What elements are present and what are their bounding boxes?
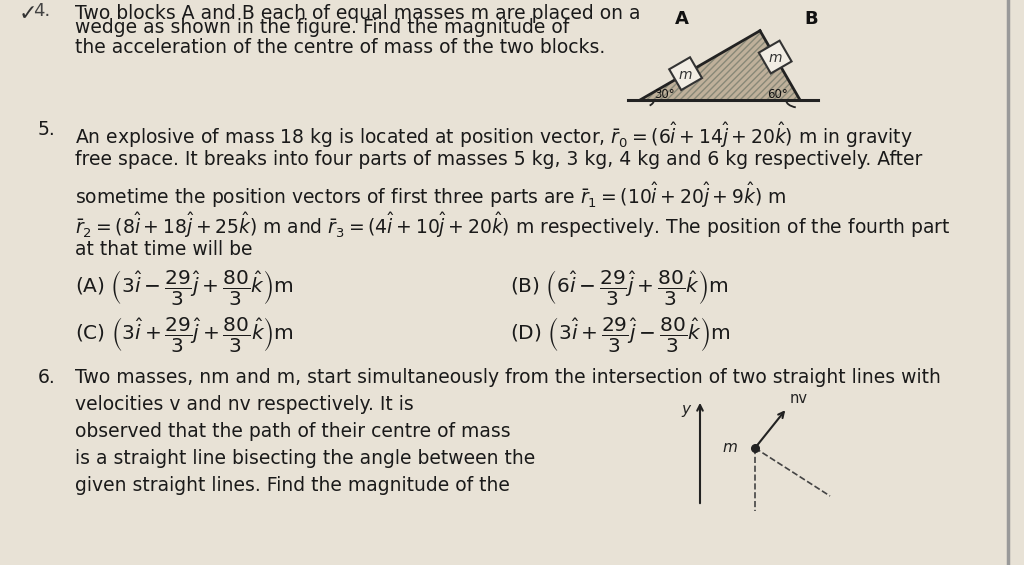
Text: free space. It breaks into four parts of masses 5 kg, 3 kg, 4 kg and 6 kg respec: free space. It breaks into four parts of… xyxy=(75,150,923,169)
Text: B: B xyxy=(804,10,817,28)
Text: 60°: 60° xyxy=(767,88,787,101)
Polygon shape xyxy=(670,57,702,90)
Text: m: m xyxy=(768,51,782,65)
Text: m: m xyxy=(722,441,737,455)
Text: $\checkmark$: $\checkmark$ xyxy=(18,2,35,22)
Text: (A) $\left(3\hat{i}-\dfrac{29}{3}\hat{j}+\dfrac{80}{3}\hat{k}\right)$m: (A) $\left(3\hat{i}-\dfrac{29}{3}\hat{j}… xyxy=(75,268,294,307)
Text: the acceleration of the centre of mass of the two blocks.: the acceleration of the centre of mass o… xyxy=(75,38,605,57)
Text: 4.: 4. xyxy=(33,2,50,20)
Text: wedge as shown in the figure. Find the magnitude of: wedge as shown in the figure. Find the m… xyxy=(75,18,569,37)
Text: A: A xyxy=(675,10,688,28)
Text: 5.: 5. xyxy=(38,120,55,139)
Text: at that time will be: at that time will be xyxy=(75,240,253,259)
Text: $\bar{r}_2=(8\hat{i}+18\hat{j}+25\hat{k})$ m and $\bar{r}_3=(4\hat{i}+10\hat{j}+: $\bar{r}_2=(8\hat{i}+18\hat{j}+25\hat{k}… xyxy=(75,210,950,240)
Text: (B) $\left(6\hat{i}-\dfrac{29}{3}\hat{j}+\dfrac{80}{3}\hat{k}\right)$m: (B) $\left(6\hat{i}-\dfrac{29}{3}\hat{j}… xyxy=(510,268,728,307)
Text: observed that the path of their centre of mass: observed that the path of their centre o… xyxy=(75,422,511,441)
Text: y: y xyxy=(681,402,690,417)
Polygon shape xyxy=(640,31,800,100)
Text: nv: nv xyxy=(790,391,808,406)
Text: (D) $\left(3\hat{i}+\dfrac{29}{3}\hat{j}-\dfrac{80}{3}\hat{k}\right)$m: (D) $\left(3\hat{i}+\dfrac{29}{3}\hat{j}… xyxy=(510,315,730,354)
Text: (C) $\left(3\hat{i}+\dfrac{29}{3}\hat{j}+\dfrac{80}{3}\hat{k}\right)$m: (C) $\left(3\hat{i}+\dfrac{29}{3}\hat{j}… xyxy=(75,315,294,354)
Text: is a straight line bisecting the angle between the: is a straight line bisecting the angle b… xyxy=(75,449,536,468)
Text: given straight lines. Find the magnitude of the: given straight lines. Find the magnitude… xyxy=(75,476,510,495)
Text: Two masses, nm and m, start simultaneously from the intersection of two straight: Two masses, nm and m, start simultaneous… xyxy=(75,368,941,387)
Text: sometime the position vectors of first three parts are $\bar{r}_1=(10\hat{i}+20\: sometime the position vectors of first t… xyxy=(75,180,786,210)
Polygon shape xyxy=(759,41,792,73)
Text: An explosive of mass 18 kg is located at position vector, $\bar{r}_0=(6\hat{i}+1: An explosive of mass 18 kg is located at… xyxy=(75,120,912,150)
Text: m: m xyxy=(679,68,692,82)
Text: 30°: 30° xyxy=(654,88,675,101)
Text: velocities v and nv respectively. It is: velocities v and nv respectively. It is xyxy=(75,395,414,414)
Text: Two blocks A and B each of equal masses m are placed on a: Two blocks A and B each of equal masses … xyxy=(75,4,640,23)
Text: 6.: 6. xyxy=(38,368,55,387)
